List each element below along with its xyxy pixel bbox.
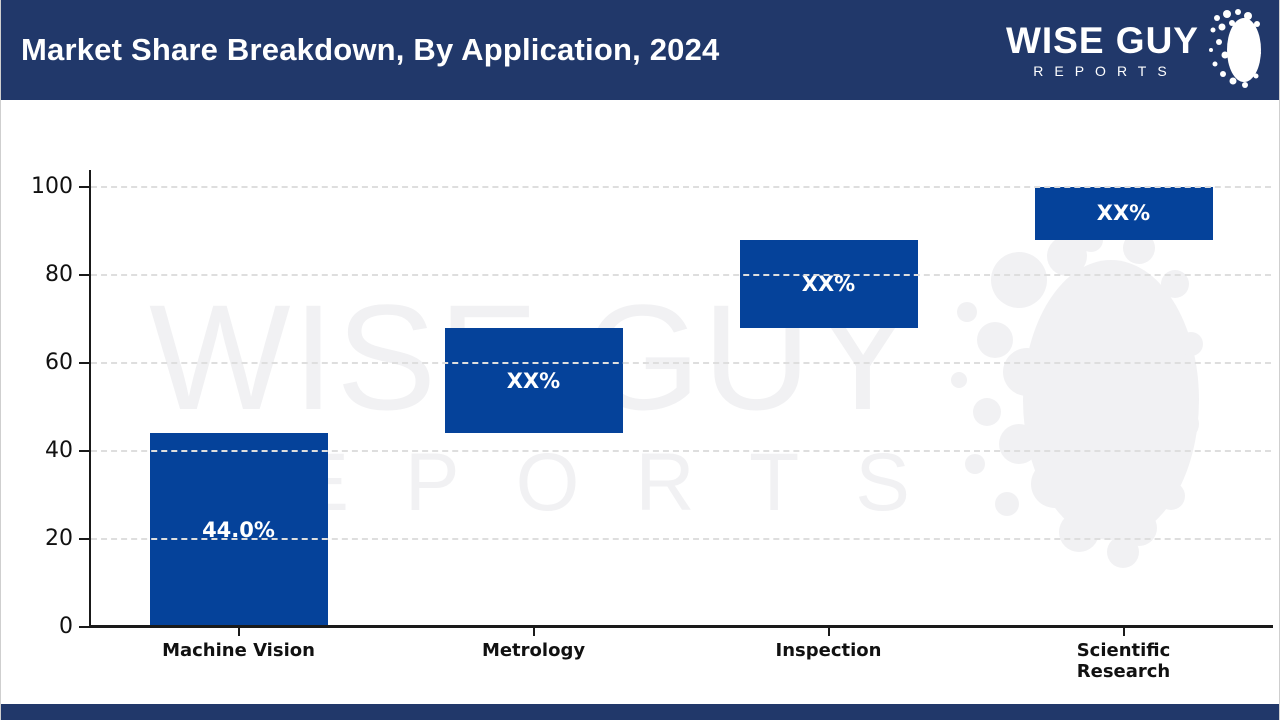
- wiseguy-head-watermark-icon: [951, 228, 1203, 568]
- x-category-label: Machine Vision: [162, 640, 315, 661]
- y-tick-label-60: 60: [45, 350, 73, 375]
- x-tick-mark-3: [1122, 627, 1125, 636]
- x-category-label: Scientific Research: [1076, 640, 1171, 682]
- y-tick-mark-0: [79, 626, 91, 628]
- logo-reports-label: REPORTS: [1033, 63, 1178, 79]
- bar-value-label: XX%: [1096, 201, 1151, 226]
- y-axis-spine: [89, 170, 91, 627]
- gridline-20: [91, 538, 1271, 540]
- gridline-80: [91, 274, 1271, 276]
- y-tick-mark-60: [79, 362, 91, 364]
- y-tick-label-40: 40: [45, 438, 73, 463]
- bar-scientific-research: [1034, 187, 1213, 240]
- y-tick-label-80: 80: [45, 262, 73, 287]
- y-tick-label-0: 0: [59, 614, 73, 639]
- x-tick-mark-2: [827, 627, 830, 636]
- gridline-60: [91, 362, 1271, 364]
- bar-machine-vision: [149, 433, 328, 627]
- wiseguy-logo: WISE GUY REPORTS: [1006, 8, 1263, 92]
- logo-wiseguy-label: WISE GUY: [1005, 20, 1199, 61]
- page-title: Market Share Breakdown, By Application, …: [21, 32, 720, 67]
- gridline-100: [91, 186, 1271, 188]
- header-bar: Market Share Breakdown, By Application, …: [1, 0, 1279, 100]
- y-tick-mark-100: [79, 186, 91, 188]
- x-category-label: Inspection: [775, 640, 882, 661]
- wiseguy-head-logo-icon: [1209, 9, 1261, 88]
- gridline-40: [91, 450, 1271, 452]
- y-tick-label-100: 100: [31, 174, 73, 199]
- x-axis-baseline: [89, 625, 1273, 628]
- y-tick-mark-20: [79, 538, 91, 540]
- x-category-label: Metrology: [481, 640, 586, 661]
- wiseguy-logo-text: WISE GUY REPORTS: [1006, 22, 1199, 78]
- y-tick-label-20: 20: [45, 526, 73, 551]
- bar-metrology: [444, 327, 623, 434]
- y-tick-mark-80: [79, 274, 91, 276]
- footer-bar: [1, 704, 1279, 720]
- bar-value-label: XX%: [506, 368, 561, 393]
- bar-inspection: [739, 239, 918, 328]
- x-tick-mark-0: [237, 627, 240, 636]
- y-tick-mark-40: [79, 450, 91, 452]
- x-tick-mark-1: [532, 627, 535, 636]
